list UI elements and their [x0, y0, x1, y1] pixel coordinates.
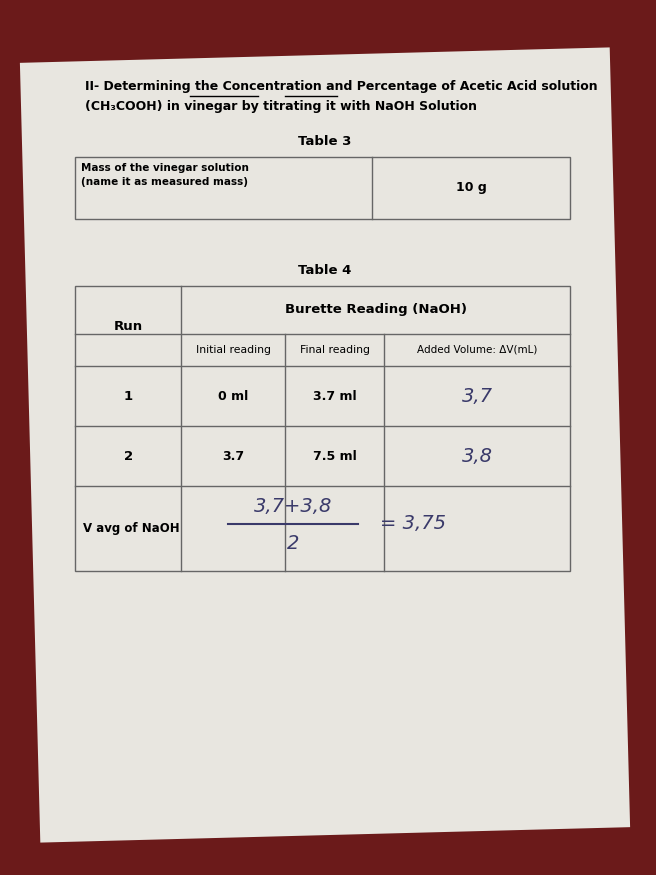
Text: Table 3: Table 3 — [298, 135, 352, 148]
Text: 1: 1 — [123, 389, 133, 402]
Text: Added Volume: ΔV(mL): Added Volume: ΔV(mL) — [417, 345, 537, 355]
Text: 7.5 ml: 7.5 ml — [313, 450, 357, 463]
Text: Initial reading: Initial reading — [196, 345, 271, 355]
Bar — [75, 157, 570, 219]
Text: Table 4: Table 4 — [298, 264, 352, 277]
Bar — [75, 286, 570, 571]
Text: 10 g: 10 g — [456, 181, 486, 194]
Text: Mass of the vinegar solution
(name it as measured mass): Mass of the vinegar solution (name it as… — [81, 163, 249, 187]
Text: V avg of NaOH: V avg of NaOH — [83, 522, 180, 535]
Text: Final reading: Final reading — [300, 345, 370, 355]
Text: 2: 2 — [123, 450, 133, 463]
Text: Burette Reading (NaOH): Burette Reading (NaOH) — [285, 304, 466, 317]
Text: (CH₃COOH) in vinegar by titrating it with NaOH Solution: (CH₃COOH) in vinegar by titrating it wit… — [85, 100, 477, 113]
Text: 3.7 ml: 3.7 ml — [313, 389, 357, 402]
Text: Run: Run — [113, 319, 143, 332]
Text: 0 ml: 0 ml — [218, 389, 249, 402]
Text: 2: 2 — [287, 534, 299, 553]
Text: II- Determining the Concentration and Percentage of Acetic Acid solution: II- Determining the Concentration and Pe… — [85, 80, 598, 93]
Text: 3,7: 3,7 — [462, 387, 493, 405]
Text: = 3,75: = 3,75 — [380, 514, 446, 533]
Text: 3,7+3,8: 3,7+3,8 — [254, 497, 332, 516]
Bar — [20, 47, 630, 843]
Text: 3.7: 3.7 — [222, 450, 245, 463]
Text: 3,8: 3,8 — [462, 446, 493, 466]
